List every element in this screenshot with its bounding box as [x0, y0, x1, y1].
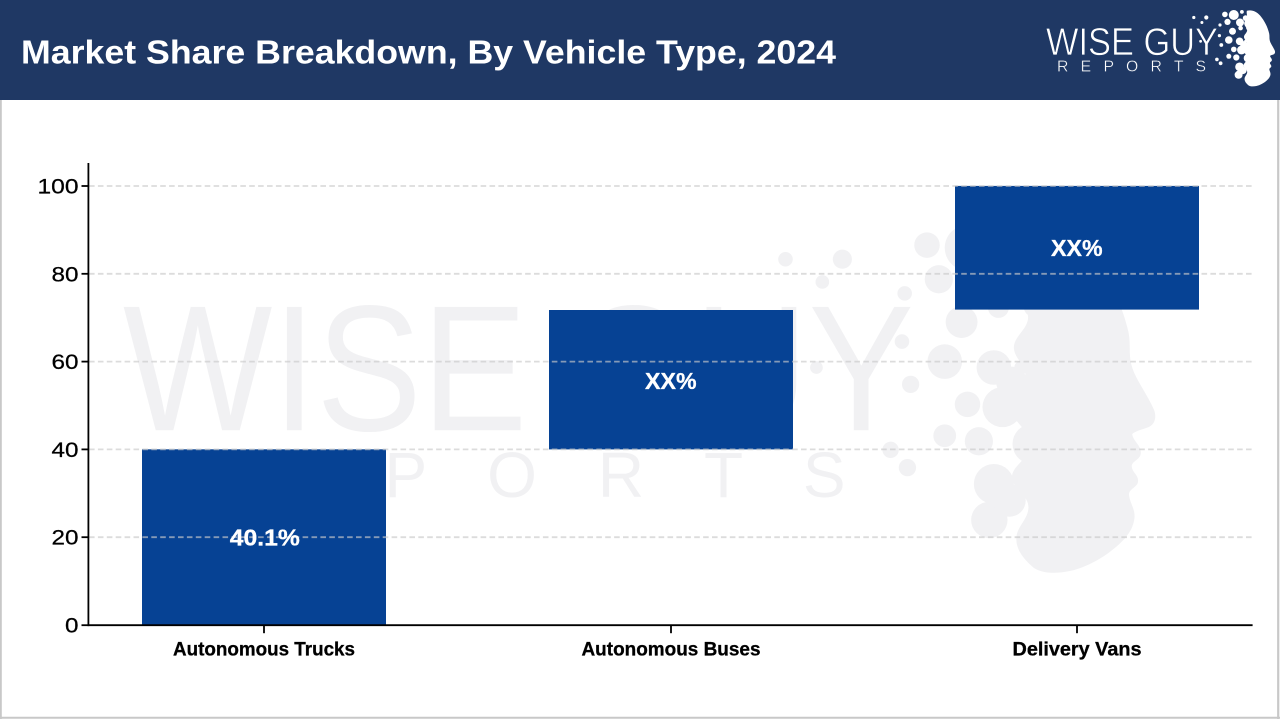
svg-text:0: 0 — [65, 614, 79, 638]
svg-text:R E P O R T S: R E P O R T S — [1057, 59, 1206, 76]
svg-text:60: 60 — [52, 350, 79, 374]
svg-text:XX%: XX% — [1051, 235, 1103, 261]
svg-text:100: 100 — [38, 175, 79, 199]
svg-text:Delivery Vans: Delivery Vans — [1013, 639, 1142, 661]
svg-text:Autonomous Trucks: Autonomous Trucks — [173, 639, 355, 661]
svg-text:WISE GUY: WISE GUY — [1046, 21, 1218, 64]
svg-text:80: 80 — [52, 262, 79, 286]
svg-text:40.1%: 40.1% — [230, 524, 300, 550]
svg-text:Autonomous Buses: Autonomous Buses — [582, 639, 761, 661]
svg-text:Market Share Breakdown, By Veh: Market Share Breakdown, By Vehicle Type,… — [21, 34, 836, 71]
svg-text:20: 20 — [52, 526, 79, 550]
svg-text:40: 40 — [52, 438, 79, 462]
svg-text:XX%: XX% — [645, 368, 697, 394]
